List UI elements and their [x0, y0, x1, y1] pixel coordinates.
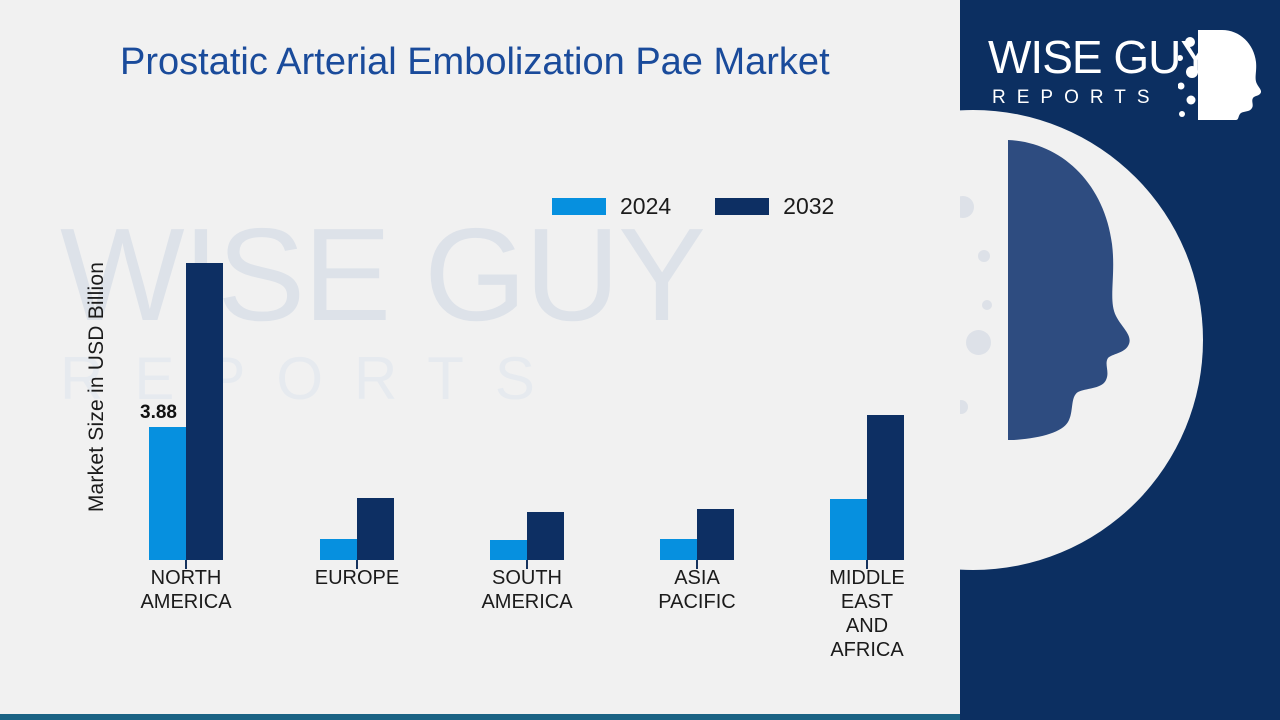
category-word: EAST	[840, 591, 894, 613]
logo-wordmark: WISE GUY	[988, 31, 1211, 83]
chart-panel: WISE GUY REPORTS Prostatic Arterial Embo…	[60, 41, 952, 662]
x-axis-tick	[185, 560, 187, 569]
bar-2032[interactable]	[186, 263, 223, 560]
bar-group: 3.88	[140, 200, 223, 560]
legend-label-2032: 2032	[783, 193, 835, 219]
bar-2024[interactable]: 3.88	[140, 402, 186, 560]
x-axis-category-label: MIDDLE EAST AND AFRICA	[782, 566, 952, 662]
category-word: AND	[845, 615, 889, 637]
legend-item-2024[interactable]: 2024	[552, 193, 671, 220]
bar-group	[490, 200, 564, 560]
bar-2024[interactable]	[490, 540, 527, 560]
bar-2032[interactable]	[867, 414, 904, 560]
x-axis-tick	[696, 560, 698, 569]
page-title: Prostatic Arterial Embolization Pae Mark…	[120, 41, 830, 83]
legend-label-2024: 2024	[620, 193, 672, 219]
bar-2032[interactable]	[527, 511, 564, 560]
bar-2032[interactable]	[697, 509, 734, 560]
x-axis-category-label: EUROPE	[272, 566, 442, 590]
chart-legend: 2024 2032	[552, 193, 834, 220]
legend-swatch-2024	[552, 198, 606, 215]
legend-swatch-2032	[715, 198, 770, 215]
bottom-accent-strip	[0, 714, 960, 720]
bar-2032[interactable]	[357, 497, 394, 560]
brand-logo: WISE GUY REPORTS	[982, 30, 1262, 128]
x-axis-category-label: SOUTH AMERICA	[442, 566, 612, 614]
dot-decor	[960, 400, 968, 414]
dot-decor	[966, 330, 991, 355]
category-word: SOUTH	[492, 567, 562, 589]
dot-decor	[978, 250, 990, 262]
bar-value-label: 3.88	[140, 401, 177, 423]
category-word: NORTH	[150, 567, 222, 589]
category-word: PACIFIC	[658, 591, 736, 613]
x-axis-category-label: ASIA PACIFIC	[612, 566, 782, 614]
category-word: EUROPE	[314, 567, 400, 589]
bar-2024[interactable]	[830, 498, 867, 560]
x-axis-tick	[526, 560, 528, 569]
logo-head-icon	[1178, 30, 1262, 120]
category-word: AMERICA	[140, 591, 232, 613]
logo-subtext: REPORTS	[992, 87, 1161, 108]
bar-group	[320, 200, 394, 560]
bar-2024[interactable]	[660, 538, 697, 560]
dot-decor	[960, 196, 974, 218]
category-word: MIDDLE	[829, 567, 905, 589]
bar-group	[830, 200, 904, 560]
dot-decor	[982, 300, 992, 310]
category-word: AFRICA	[830, 639, 904, 661]
x-axis-tick	[866, 560, 868, 569]
x-axis-tick	[356, 560, 358, 569]
legend-item-2032[interactable]: 2032	[715, 193, 834, 220]
brand-panel: WISE GUY REPORTS	[960, 0, 1280, 720]
category-word: AMERICA	[481, 591, 573, 613]
bar-group	[660, 200, 734, 560]
plot-area: 3.88	[100, 200, 940, 560]
head-profile-silhouette-icon	[1008, 140, 1130, 440]
bar-2024[interactable]	[320, 538, 357, 560]
category-word: ASIA	[674, 567, 720, 589]
x-axis-category-label: NORTH AMERICA	[101, 566, 271, 614]
